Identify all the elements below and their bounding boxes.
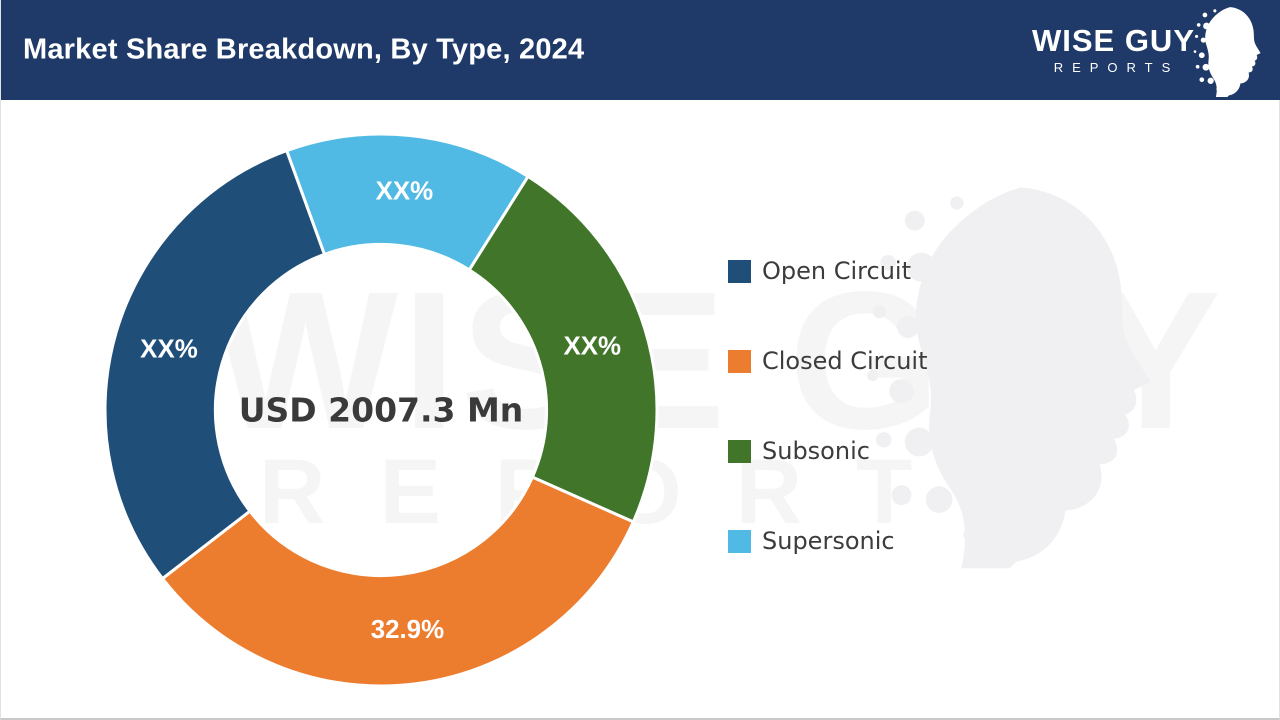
legend-label: Subsonic [762, 437, 870, 465]
donut-center-value: USD 2007.3 Mn [238, 390, 524, 430]
brand-logo-text: WISE GUY REPORTS [1032, 25, 1195, 75]
brand-face-icon [1193, 7, 1261, 97]
brand-name: WISE GUY [1031, 23, 1195, 59]
legend-label: Open Circuit [762, 257, 911, 285]
legend-swatch [728, 259, 751, 283]
legend-swatch [728, 439, 751, 463]
page-title: Market Share Breakdown, By Type, 2024 [23, 33, 585, 66]
donut-segment-label: XX% [563, 333, 621, 361]
brand-logo: WISE GUY REPORTS [1032, 2, 1271, 98]
legend-item-subsonic: Subsonic [728, 436, 928, 466]
donut-segment-label: XX% [376, 177, 434, 205]
legend-swatch [728, 349, 751, 373]
legend-item-open-circuit: Open Circuit [728, 256, 928, 286]
donut-segment-label: 32.9% [371, 616, 444, 644]
legend-label: Supersonic [762, 527, 895, 555]
donut-segment-label: XX% [140, 335, 198, 363]
legend-item-closed-circuit: Closed Circuit [728, 346, 928, 376]
donut-segment-closed-circuit [160, 475, 635, 688]
donut-chart: XX% XX% 32.9% XX% USD 2007.3 Mn [102, 131, 660, 689]
legend-label: Closed Circuit [762, 347, 928, 375]
donut-segment-subsonic [467, 174, 659, 524]
chart-legend: Open Circuit Closed Circuit Subsonic Supers… [728, 256, 928, 616]
legend-item-supersonic: Supersonic [728, 526, 928, 556]
legend-swatch [728, 529, 751, 553]
donut-svg: XX% XX% 32.9% XX% [103, 132, 659, 688]
donut-segment-open-circuit [103, 149, 326, 581]
brand-subname: REPORTS [1053, 59, 1180, 75]
header-bar: Market Share Breakdown, By Type, 2024 WI… [1, 0, 1280, 100]
